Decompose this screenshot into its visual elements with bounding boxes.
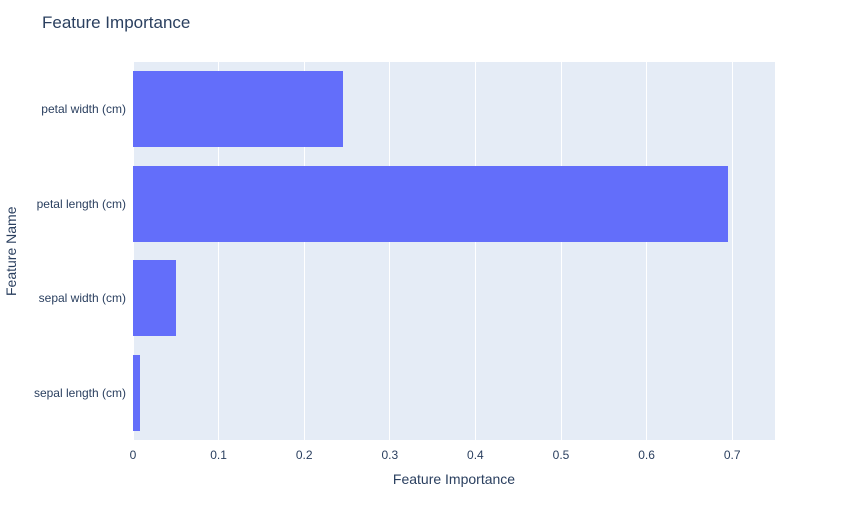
gridline <box>389 62 391 440</box>
plot-area <box>132 62 775 440</box>
y-tick-label: petal width (cm) <box>41 102 126 117</box>
x-tick-label: 0.1 <box>210 448 227 462</box>
x-tick-label: 0.2 <box>295 448 313 462</box>
bar-sepal-length-cm <box>133 354 140 431</box>
y-axis-title: Feature Name <box>3 206 19 296</box>
chart-title: Feature Importance <box>42 13 191 32</box>
x-tick-label: 0.4 <box>467 448 484 462</box>
x-axis-title: Feature Importance <box>392 471 516 487</box>
x-tick-label: 0.5 <box>552 448 570 462</box>
x-tick-label: 0 <box>129 448 137 462</box>
x-tick-label: 0.6 <box>638 448 655 462</box>
gridline <box>474 62 476 440</box>
gridline <box>646 62 648 440</box>
y-tick-label: sepal width (cm) <box>38 291 126 306</box>
bar-petal-width-cm <box>133 71 343 148</box>
x-tick-label: 0.7 <box>723 448 741 462</box>
bar-sepal-width-cm <box>133 260 176 337</box>
gridline <box>132 62 134 440</box>
y-tick-label: sepal length (cm) <box>33 385 126 400</box>
gridline <box>731 62 733 440</box>
y-tick-label: petal length (cm) <box>36 196 126 211</box>
gridline <box>218 62 220 440</box>
gridline <box>303 62 305 440</box>
x-tick-label: 0.3 <box>381 448 399 462</box>
gridline <box>560 62 562 440</box>
bar-petal-length-cm <box>133 165 728 242</box>
